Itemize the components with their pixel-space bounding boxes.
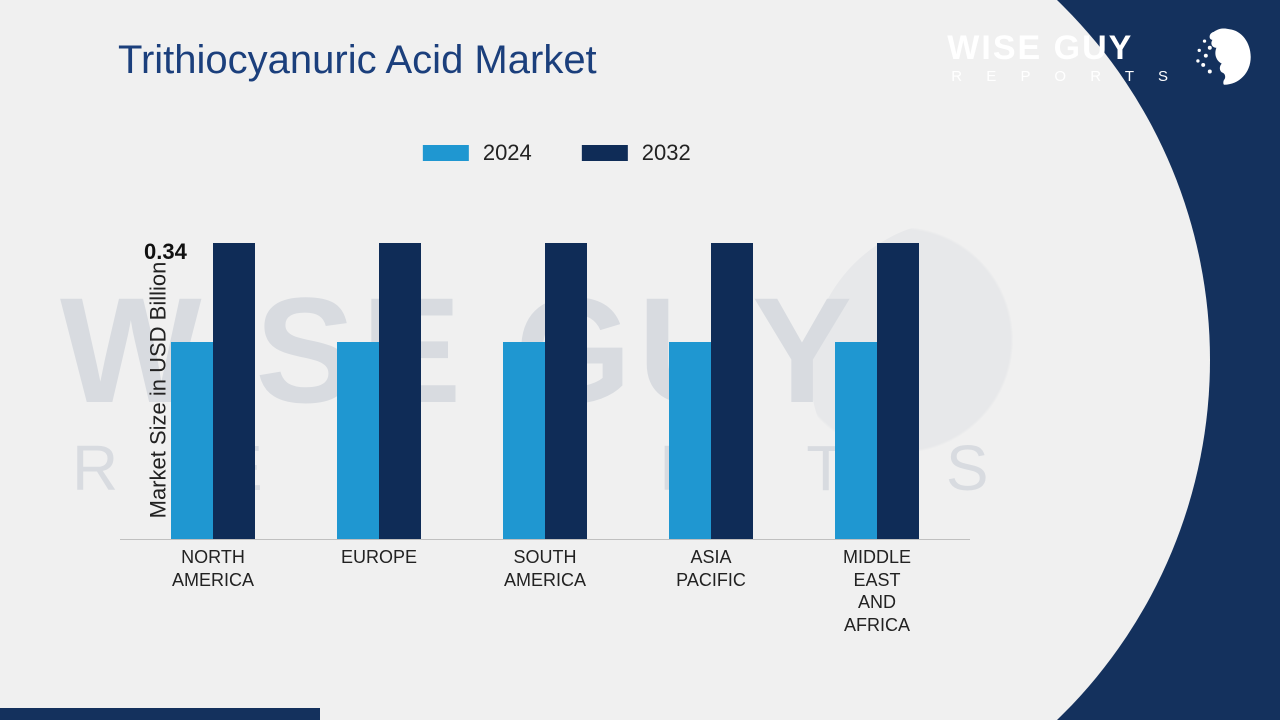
legend-swatch-2032 bbox=[582, 145, 628, 161]
bar-group bbox=[794, 200, 960, 539]
bar-2032 bbox=[379, 243, 421, 539]
chart-title: Trithiocyanuric Acid Market bbox=[118, 38, 597, 83]
right-band bbox=[960, 0, 1280, 720]
bar-2024 bbox=[337, 342, 379, 539]
legend-label-2032: 2032 bbox=[642, 140, 691, 166]
brand-line1: WISE GUY bbox=[947, 31, 1133, 65]
brand-text: WISE GUY R E P O R T S bbox=[947, 31, 1178, 84]
x-axis-label: NORTHAMERICA bbox=[130, 540, 296, 630]
plot-area: 0.34 bbox=[120, 200, 970, 540]
bar-2024 bbox=[669, 342, 711, 539]
bar-2032 bbox=[877, 243, 919, 539]
bar-group bbox=[628, 200, 794, 539]
bar-2024 bbox=[171, 342, 213, 539]
bar-pair bbox=[337, 243, 421, 539]
bar-group bbox=[296, 200, 462, 539]
chart: Market Size in USD Billion 2024 2032 0.3… bbox=[90, 150, 970, 630]
bar-pair bbox=[503, 243, 587, 539]
bar-2032 bbox=[545, 243, 587, 539]
brand-line2: R E P O R T S bbox=[951, 69, 1178, 84]
x-axis-label: SOUTHAMERICA bbox=[462, 540, 628, 630]
x-axis-label: MIDDLEEASTANDAFRICA bbox=[794, 540, 960, 630]
page: WISE GUY R E P O R T S WISE GUY R E P O … bbox=[0, 0, 1280, 720]
legend-swatch-2024 bbox=[423, 145, 469, 161]
bottom-accent-bar bbox=[0, 708, 320, 720]
x-axis-label: EUROPE bbox=[296, 540, 462, 630]
bar-2024 bbox=[503, 342, 545, 539]
legend-item-2032: 2032 bbox=[582, 140, 691, 166]
bar-2024 bbox=[835, 342, 877, 539]
legend-label-2024: 2024 bbox=[483, 140, 532, 166]
bar-pair bbox=[171, 243, 255, 539]
bar-2032 bbox=[711, 243, 753, 539]
bar-group bbox=[130, 200, 296, 539]
legend: 2024 2032 bbox=[423, 140, 691, 166]
brand-logo: WISE GUY R E P O R T S bbox=[947, 24, 1256, 90]
x-axis-labels: NORTHAMERICAEUROPESOUTHAMERICAASIAPACIFI… bbox=[120, 540, 970, 630]
brand-head-icon bbox=[1190, 24, 1256, 90]
bar-pair bbox=[835, 243, 919, 539]
bar-2032 bbox=[213, 243, 255, 539]
bar-pair bbox=[669, 243, 753, 539]
bar-groups bbox=[120, 200, 970, 539]
x-axis-label: ASIAPACIFIC bbox=[628, 540, 794, 630]
bar-group bbox=[462, 200, 628, 539]
legend-item-2024: 2024 bbox=[423, 140, 532, 166]
